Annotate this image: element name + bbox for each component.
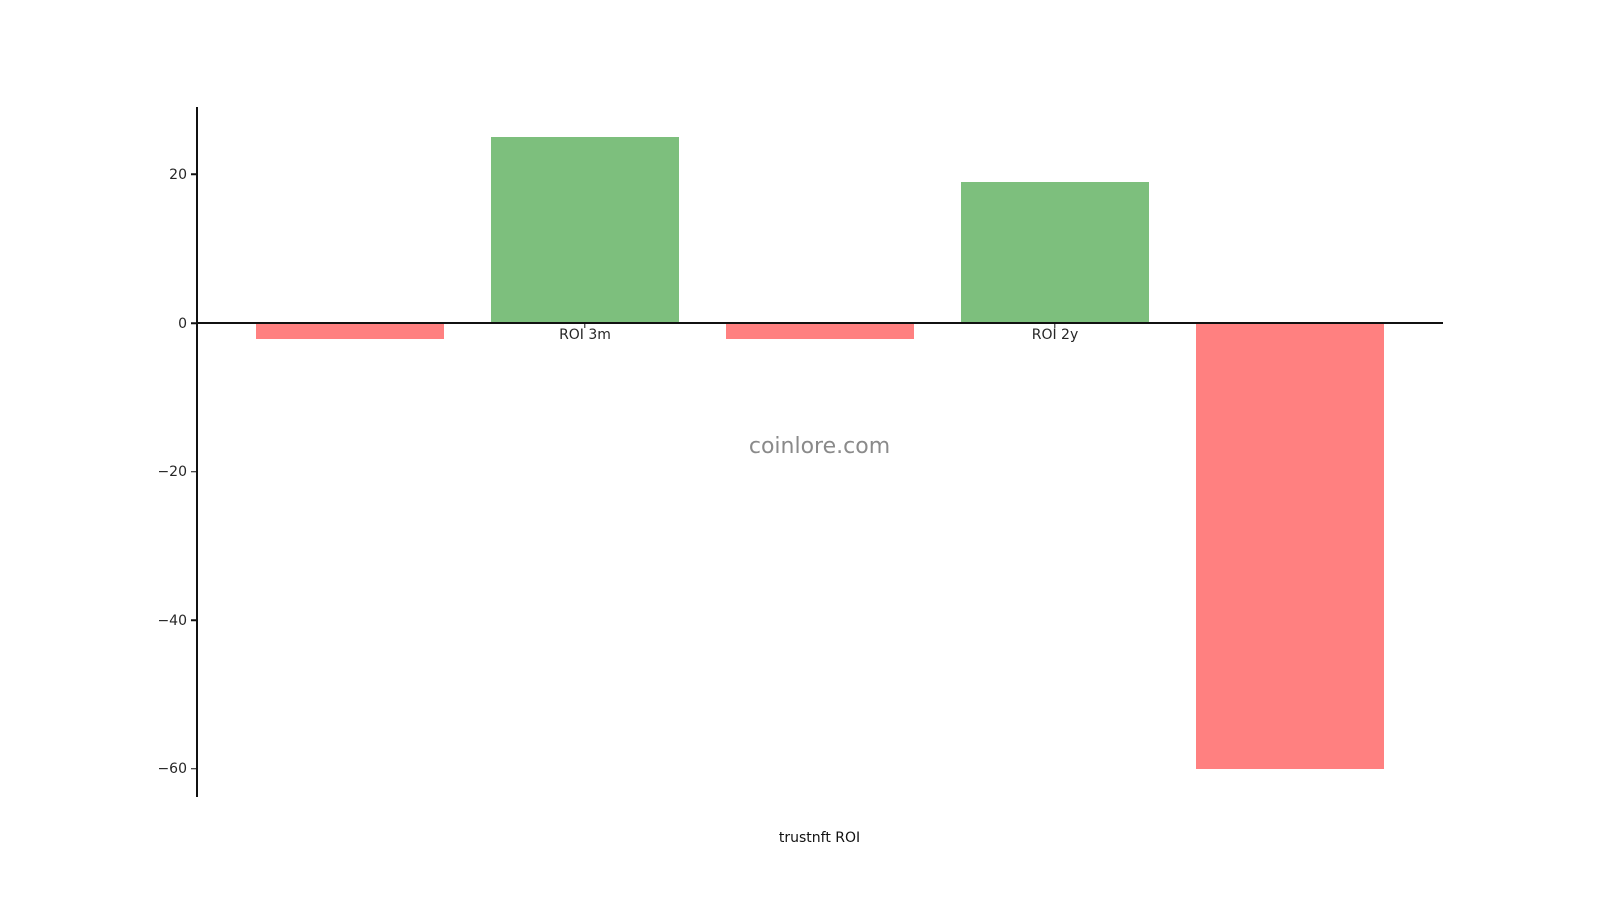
y-tick-mark-20: [191, 173, 196, 176]
bar-series-3: [726, 323, 914, 340]
y-tick-mark-−40: [191, 619, 196, 621]
y-tick-label-−60: −60: [157, 761, 187, 778]
watermark-text: coinlore.com: [748, 434, 891, 459]
y-tick-label-0: 0: [178, 315, 187, 332]
x-tick-label-roi-2y: ROI 2y: [1031, 327, 1079, 343]
y-tick-mark-−20: [191, 470, 196, 473]
y-tick-mark-−60: [191, 768, 196, 770]
x-tick-label-roi-3m: ROI 3m: [559, 327, 611, 343]
x-tick-mark-roi-2y: [1054, 323, 1056, 328]
bar-roi-2y: [961, 181, 1149, 323]
y-tick-label-−20: −20: [157, 464, 187, 481]
bar-series-1: [256, 323, 444, 340]
x-axis-zero-line: [196, 322, 1443, 324]
x-axis-title: trustnft ROI: [778, 830, 861, 846]
y-axis-spine: [196, 107, 198, 797]
y-tick-label-−40: −40: [157, 612, 187, 629]
y-tick-mark-0: [191, 322, 196, 324]
bar-series-5: [1196, 323, 1384, 769]
bar-roi-3m: [491, 137, 679, 323]
y-tick-label-20: 20: [169, 166, 187, 183]
x-tick-mark-roi-3m: [584, 323, 586, 328]
